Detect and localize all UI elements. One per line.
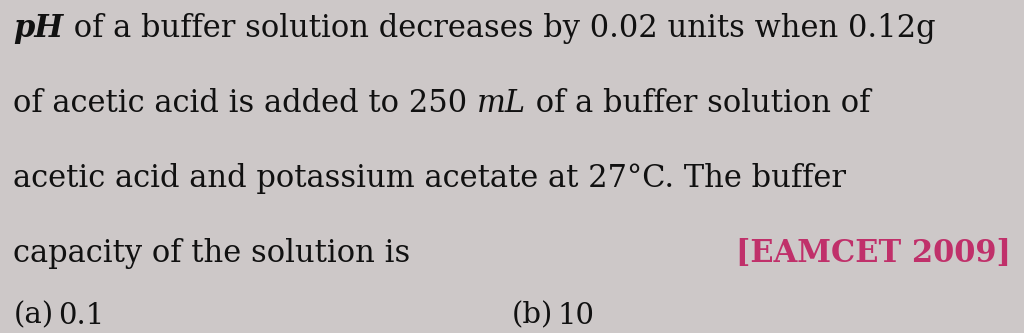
Text: of a buffer solution of: of a buffer solution of	[526, 88, 870, 119]
Text: of a buffer solution decreases by 0.02 units when 0.12g: of a buffer solution decreases by 0.02 u…	[63, 13, 935, 44]
Text: capacity of the solution is: capacity of the solution is	[13, 238, 411, 269]
Text: (b): (b)	[512, 302, 553, 330]
Text: 0.1: 0.1	[58, 302, 104, 330]
Text: [EAMCET 2009]: [EAMCET 2009]	[735, 238, 1011, 269]
Text: mL: mL	[477, 88, 526, 119]
Text: 10: 10	[557, 302, 594, 330]
Text: (a): (a)	[13, 302, 53, 330]
Text: acetic acid and potassium acetate at 27°C. The buffer: acetic acid and potassium acetate at 27°…	[13, 163, 846, 194]
Text: of acetic acid is added to 250: of acetic acid is added to 250	[13, 88, 477, 119]
Text: pH: pH	[13, 13, 63, 44]
